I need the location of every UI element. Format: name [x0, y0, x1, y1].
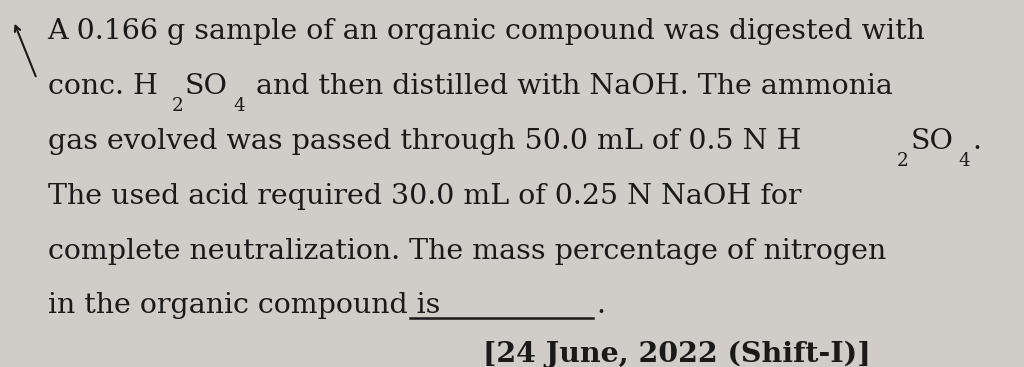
Text: 4: 4: [233, 97, 245, 115]
Text: A 0.166 g sample of an organic compound was digested with: A 0.166 g sample of an organic compound …: [47, 18, 926, 46]
Text: .: .: [972, 128, 981, 155]
Text: complete neutralization. The mass percentage of nitrogen: complete neutralization. The mass percen…: [47, 237, 886, 265]
Text: conc. H: conc. H: [47, 73, 158, 100]
Text: gas evolved was passed through 50.0 mL of 0.5 N H: gas evolved was passed through 50.0 mL o…: [47, 128, 801, 155]
Text: .: .: [596, 292, 605, 319]
Text: [24 June, 2022 (Shift-I)]: [24 June, 2022 (Shift-I)]: [482, 341, 870, 367]
Text: SO: SO: [185, 73, 228, 100]
Text: 2: 2: [897, 152, 908, 170]
Text: in the organic compound is: in the organic compound is: [47, 292, 440, 319]
Text: and then distilled with NaOH. The ammonia: and then distilled with NaOH. The ammoni…: [247, 73, 893, 100]
Text: 2: 2: [171, 97, 183, 115]
Text: The used acid required 30.0 mL of 0.25 N NaOH for: The used acid required 30.0 mL of 0.25 N…: [47, 183, 801, 210]
Text: 4: 4: [958, 152, 971, 170]
Text: SO: SO: [910, 128, 953, 155]
